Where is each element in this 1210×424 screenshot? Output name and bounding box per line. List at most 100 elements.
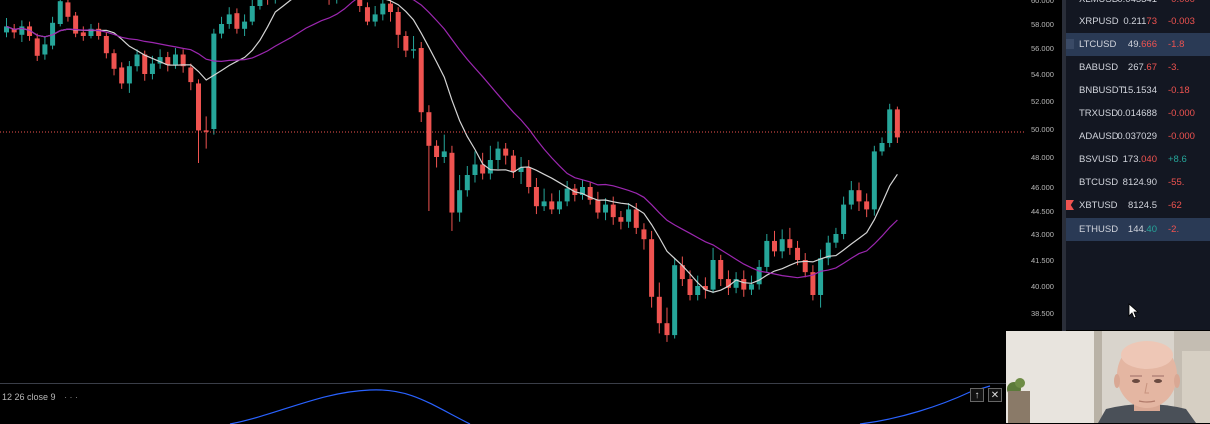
price-tick-label: 41.500 xyxy=(1031,256,1054,265)
watchlist-row-bnbusdt[interactable]: BNBUSDT 15.1534 -0.18 xyxy=(1066,79,1210,102)
candle-body xyxy=(211,33,217,129)
candle-body xyxy=(848,190,854,205)
candle-body xyxy=(249,6,255,22)
watchlist-change: -62 xyxy=(1168,200,1182,211)
price-tick-label: 56.000 xyxy=(1031,44,1054,53)
candle-body xyxy=(595,199,601,213)
candle-body xyxy=(818,258,824,295)
watchlist-symbol: ETHUSD xyxy=(1079,224,1119,235)
candle-body xyxy=(142,54,148,74)
candle-body xyxy=(510,155,516,172)
last-price-main: 8124.5 xyxy=(1127,200,1157,211)
last-price-main: 144. xyxy=(1127,224,1147,235)
candle-body xyxy=(96,28,102,36)
watchlist-symbol: XRPUSD xyxy=(1079,16,1119,27)
candle-body xyxy=(457,190,463,213)
candlestick-chart[interactable] xyxy=(0,0,1062,383)
watchlist-change: -0.000 xyxy=(1168,131,1195,142)
watchlist-row-btcusd[interactable]: BTCUSD 8124.90 -55. xyxy=(1066,171,1210,194)
candle-body xyxy=(257,0,263,6)
candle-body xyxy=(779,239,785,252)
candle-body xyxy=(787,239,793,248)
candle-body xyxy=(4,26,9,33)
candle-body xyxy=(27,26,33,36)
candle-body xyxy=(556,201,562,210)
price-chart[interactable] xyxy=(0,0,1062,383)
watchlist-symbol: XLMUSD xyxy=(1079,0,1119,5)
candle-body xyxy=(733,279,739,288)
candle-body xyxy=(641,229,647,240)
maximize-pane-button[interactable]: ↑ xyxy=(970,388,984,402)
watchlist-row-babusd[interactable]: BABUSD 267.67 -3. xyxy=(1066,56,1210,79)
candle-body xyxy=(825,242,831,259)
candle-body xyxy=(833,234,839,243)
candle-body xyxy=(564,188,570,202)
candle-body xyxy=(103,36,109,54)
price-tick-label: 40.000 xyxy=(1031,282,1054,291)
price-tick-label: 43.000 xyxy=(1031,230,1054,239)
candle-body xyxy=(656,296,662,324)
flag-icon[interactable] xyxy=(1066,39,1074,49)
watchlist-symbol: BABUSD xyxy=(1079,62,1119,73)
more-options-icon[interactable]: · · · xyxy=(64,392,79,402)
candle-body xyxy=(871,151,877,210)
candle-body xyxy=(679,265,685,280)
watchlist-row-xlmusd[interactable]: XLMUSD0.045341 -0.000 xyxy=(1066,0,1210,11)
candle-body xyxy=(480,164,486,174)
watchlist-row-adausd[interactable]: ADAUSD 0.037029 -0.000 xyxy=(1066,125,1210,148)
candle-body xyxy=(219,24,225,34)
watchlist-row-bsvusd[interactable]: BSVUSD 173.040 +8.6 xyxy=(1066,148,1210,171)
watchlist-row-xrpusd[interactable]: XRPUSD 0.21173 -0.003 xyxy=(1066,10,1210,33)
candle-body xyxy=(441,151,447,157)
price-tick-label: 58.000 xyxy=(1031,20,1054,29)
macd-pane[interactable]: 12 26 close 9 · · · ↑ ✕ xyxy=(0,383,1062,424)
close-pane-button[interactable]: ✕ xyxy=(988,388,1002,402)
flag-icon[interactable] xyxy=(1066,200,1074,210)
candle-body xyxy=(42,44,48,55)
candle-body xyxy=(495,148,501,160)
macd-label: 12 26 close 9 · · · xyxy=(2,392,79,402)
candle-body xyxy=(472,164,478,175)
price-axis[interactable]: 60.000 58.000 56.000 54.000 52.000 50.000 48.0… xyxy=(1025,0,1062,383)
last-price-digits: 67 xyxy=(1146,62,1157,73)
candle-body xyxy=(126,66,132,84)
candle-body xyxy=(180,54,186,67)
candle-body xyxy=(756,266,762,285)
candle-body xyxy=(864,201,870,210)
moving-average-fast-line xyxy=(6,0,898,293)
candle-body xyxy=(80,32,86,36)
watchlist-change: -0.000 xyxy=(1168,0,1195,5)
watchlist-symbol: BNBUSDT xyxy=(1079,85,1125,96)
price-tick-label: 50.000 xyxy=(1031,125,1054,134)
candle-body xyxy=(364,7,370,22)
watchlist-row-trxusd[interactable]: TRXUSD 0.014688 -0.000 xyxy=(1066,102,1210,125)
watchlist-last-price: 0.037029 xyxy=(1117,131,1157,142)
watchlist-last-price: 173.040 xyxy=(1123,154,1157,165)
candle-body xyxy=(603,204,609,213)
candle-body xyxy=(695,286,701,295)
candle-body xyxy=(618,217,624,222)
watchlist-last-price: 8124.90 xyxy=(1123,177,1157,188)
last-price-digits: 73 xyxy=(1146,16,1157,27)
panel-divider[interactable] xyxy=(1062,0,1066,423)
candle-body xyxy=(526,167,532,187)
candle-body xyxy=(464,175,470,191)
watchlist-last-price: 267.67 xyxy=(1128,62,1157,73)
last-price-main: 0.014688 xyxy=(1117,108,1157,119)
candle-body xyxy=(841,204,847,234)
candle-body xyxy=(242,21,248,29)
candle-body xyxy=(518,167,524,172)
candle-body xyxy=(702,286,708,290)
watchlist-row-ethusd[interactable]: ETHUSD 144.40 -2. xyxy=(1066,218,1210,241)
candle-body xyxy=(403,36,409,51)
watchlist-row-xbtusd[interactable]: XBTUSD 8124.5 -62 xyxy=(1066,194,1210,217)
watchlist-row-ltcusd[interactable]: LTCUSD 49.666 -1.8 xyxy=(1066,33,1210,56)
candle-body xyxy=(580,187,585,195)
candle-body xyxy=(795,247,801,260)
macd-signal-path xyxy=(229,385,991,424)
moving-average-slow-line xyxy=(6,0,898,279)
candle-body xyxy=(887,109,893,143)
candle-body xyxy=(157,57,163,64)
candle-body xyxy=(134,54,140,67)
price-tick-label: 44.500 xyxy=(1031,207,1054,216)
